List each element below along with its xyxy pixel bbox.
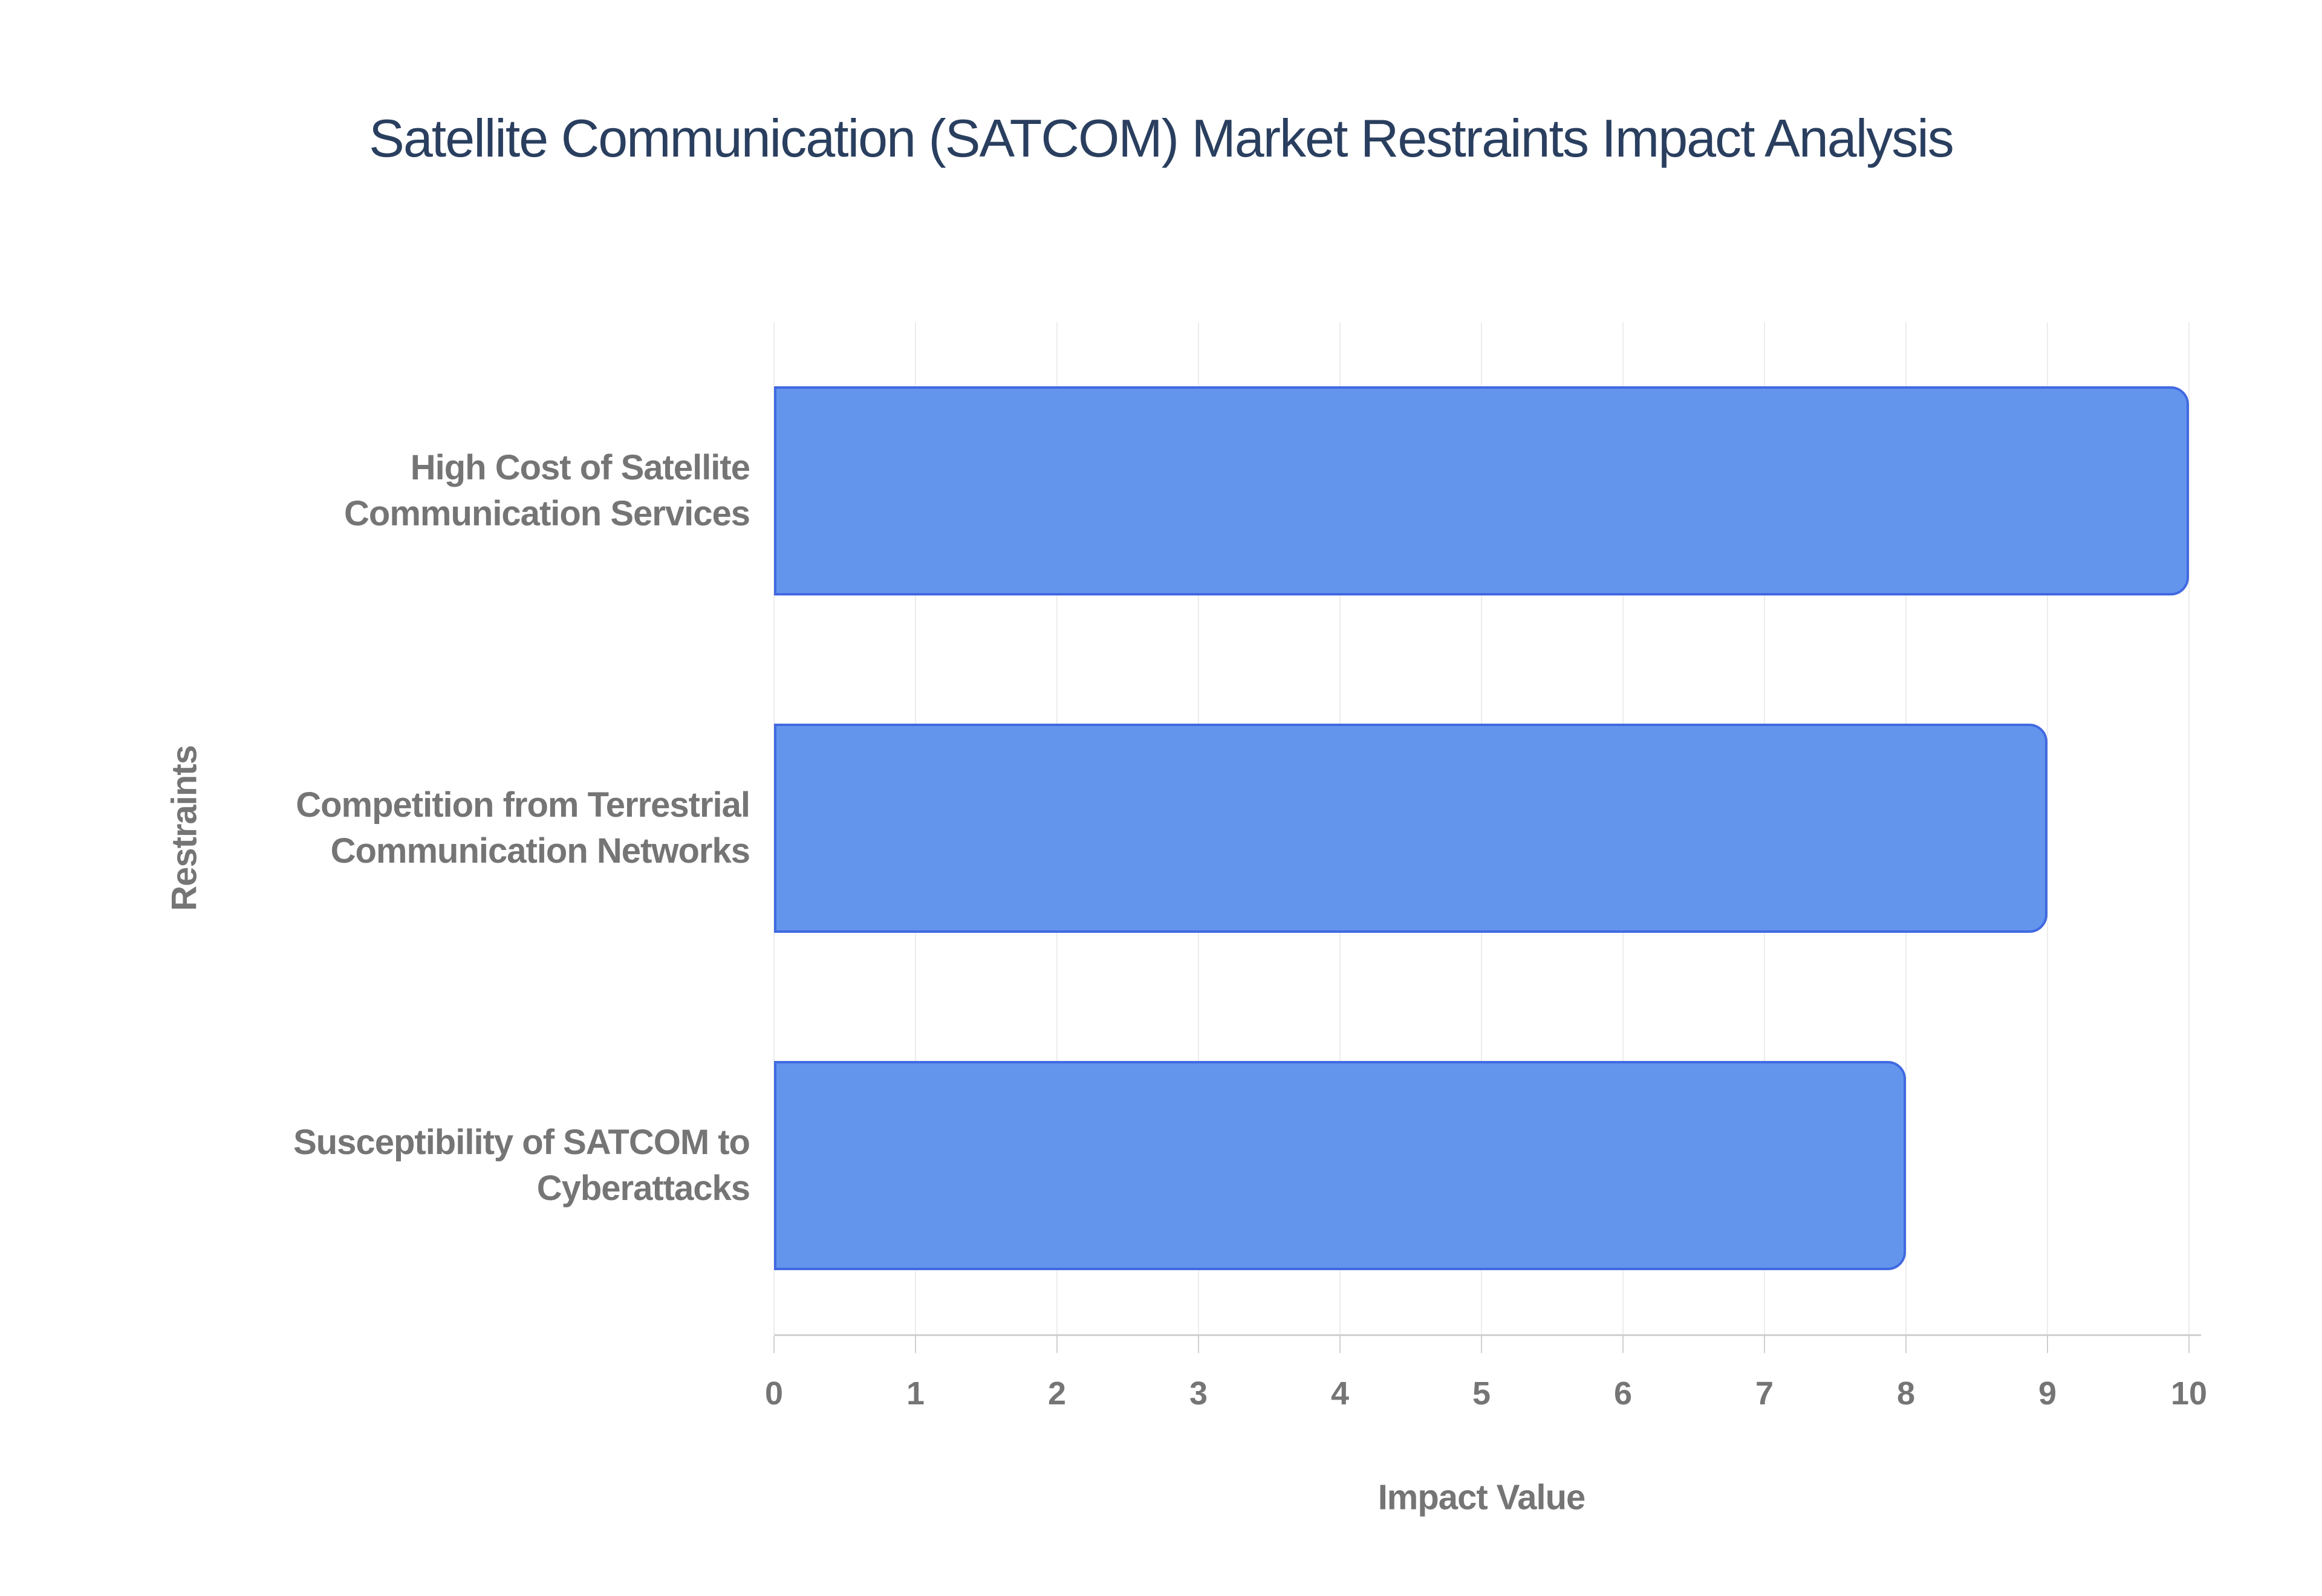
x-tick-label: 10 (2170, 1375, 2208, 1412)
x-tick-mark (1339, 1336, 1341, 1353)
plot-area: 0 1 2 3 4 5 6 7 8 9 10 (765, 322, 2207, 1412)
x-tick-mark (915, 1336, 916, 1353)
x-tick-label: 1 (906, 1375, 925, 1412)
x-tick-label: 2 (1047, 1375, 1067, 1412)
x-tick-label: 9 (2038, 1375, 2057, 1412)
category-label: High Cost of Satellite Communication Ser… (344, 448, 750, 533)
x-tick-label: 6 (1613, 1375, 1633, 1412)
x-tick-mark (1481, 1336, 1482, 1353)
x-tick-mark (2047, 1336, 2048, 1353)
chart-title: Satellite Communication (SATCOM) Market … (369, 108, 1954, 168)
category-label: Susceptibility of SATCOM to Cyberattacks (293, 1123, 750, 1208)
x-tick-mark (1056, 1336, 1058, 1353)
x-tick-label: 4 (1330, 1375, 1350, 1412)
x-axis-title: Impact Value (1377, 1478, 1586, 1517)
x-tick-mark (773, 1336, 775, 1353)
x-tick-label: 5 (1472, 1375, 1491, 1412)
x-axis-line (774, 1334, 2201, 1336)
x-tick-mark (1764, 1336, 1765, 1353)
category-label: Competition from Terrestrial Communicati… (296, 785, 750, 871)
x-tick-mark (1622, 1336, 1624, 1353)
bar[interactable] (774, 724, 2047, 933)
x-tick-label: 8 (1896, 1375, 1916, 1412)
gridline (2047, 322, 2048, 1334)
gridline (2188, 322, 2190, 1334)
x-tick-label: 7 (1755, 1375, 1774, 1412)
x-tick-label: 0 (764, 1375, 784, 1412)
x-tick-mark (1905, 1336, 1907, 1353)
x-tick-mark (1198, 1336, 1199, 1353)
x-tick-mark (2188, 1336, 2190, 1353)
x-tick-label: 3 (1189, 1375, 1208, 1412)
bar[interactable] (774, 1061, 1906, 1270)
bar[interactable] (774, 386, 2189, 595)
